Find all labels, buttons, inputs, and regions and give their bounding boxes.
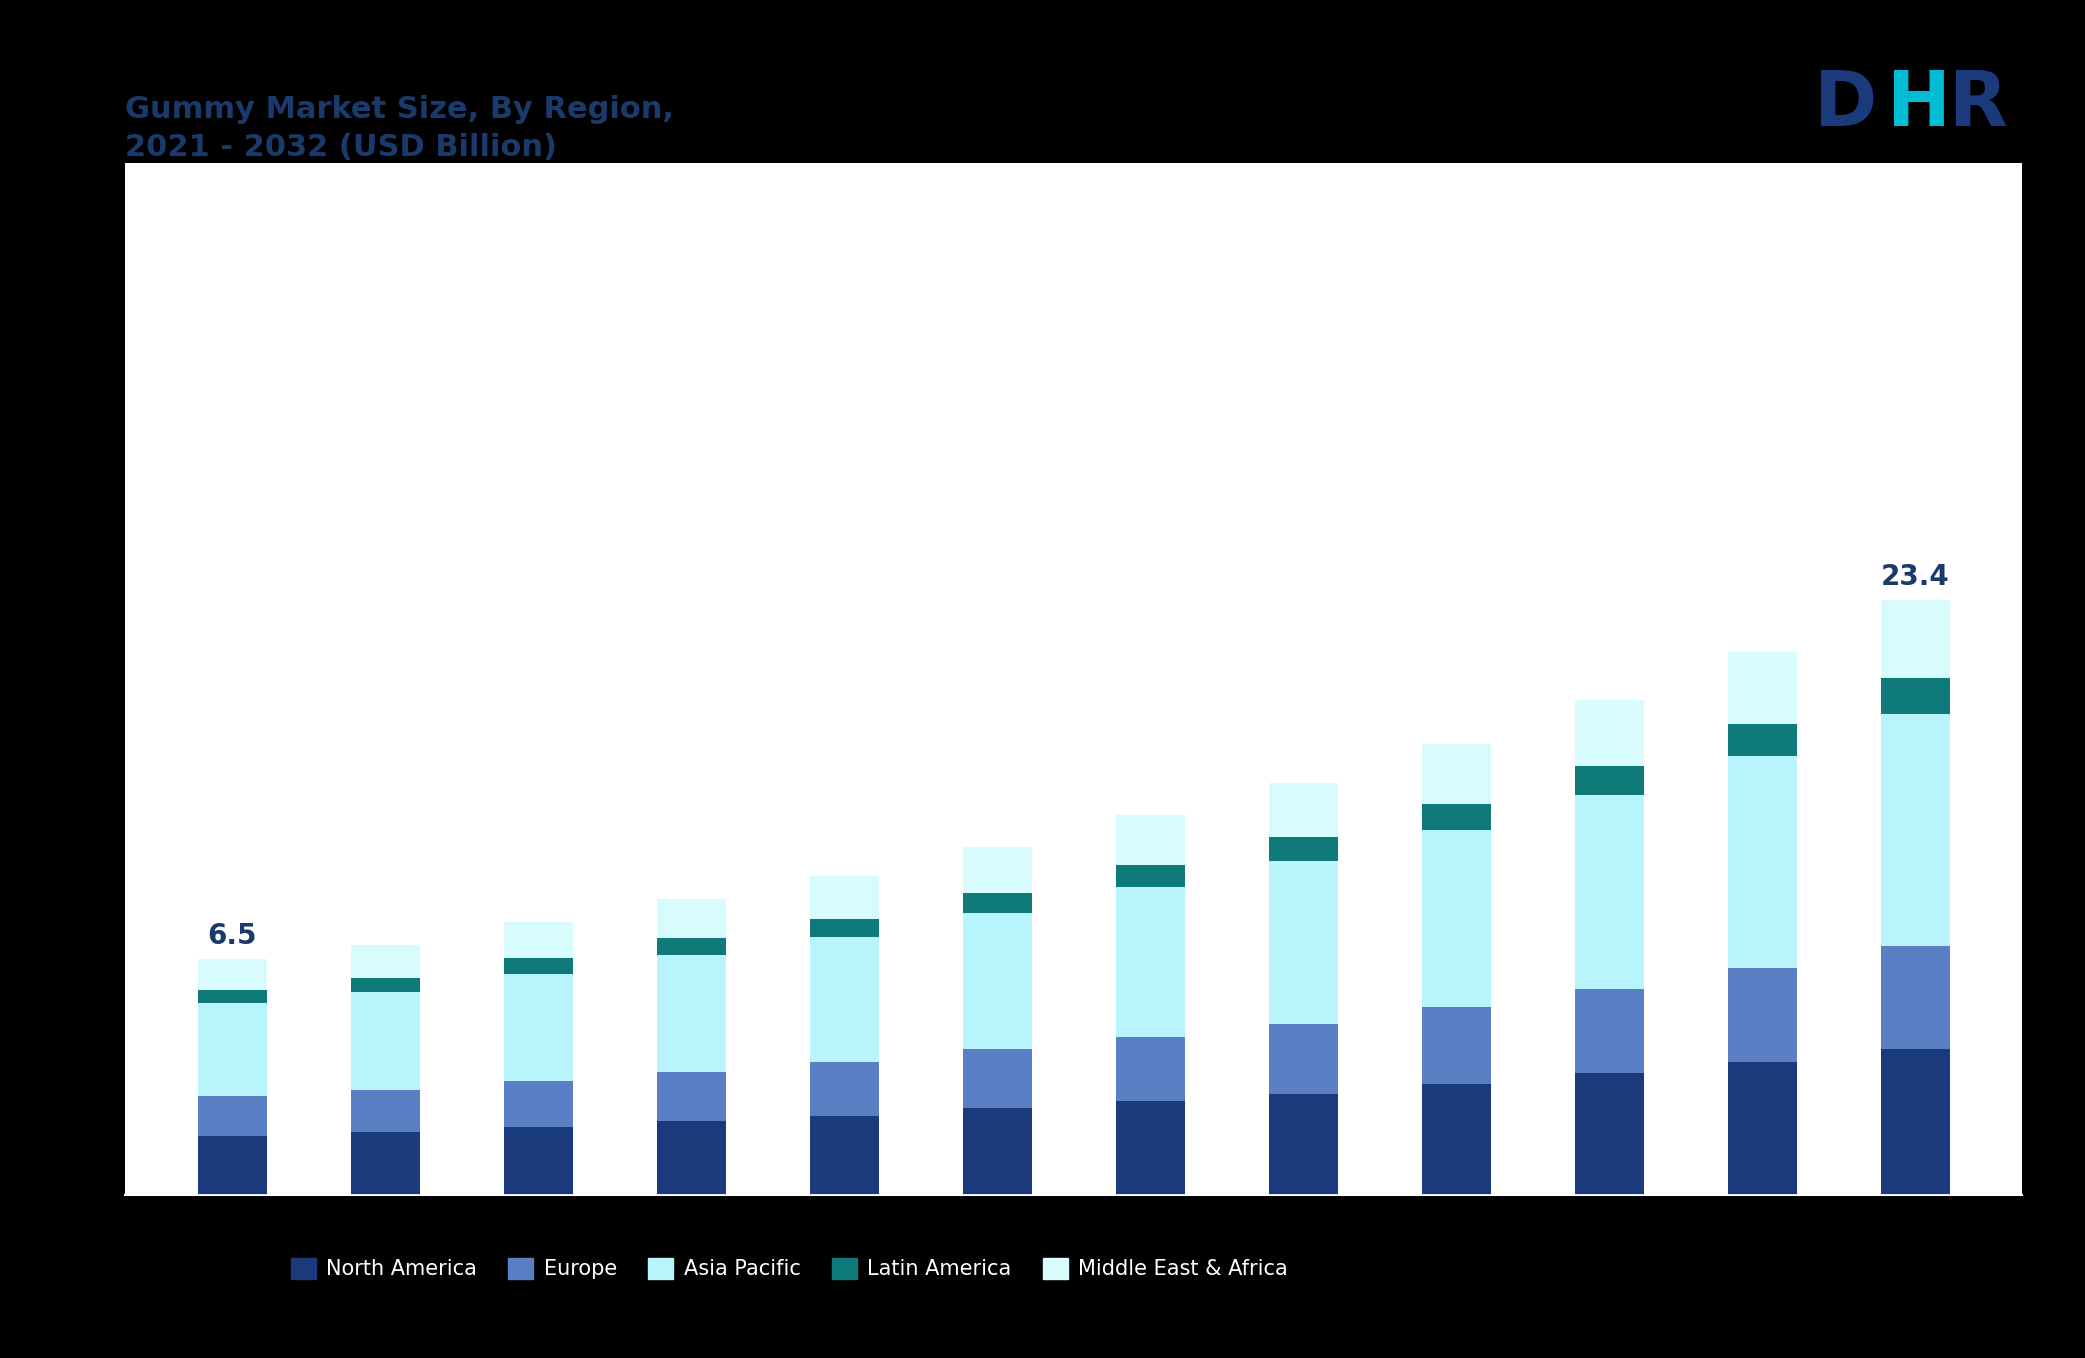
- Bar: [1115, 865, 1184, 887]
- Bar: [1574, 766, 1643, 796]
- Bar: [1881, 600, 1949, 678]
- Bar: [1270, 1093, 1339, 1195]
- Bar: [198, 1004, 267, 1096]
- Text: 23.4: 23.4: [1881, 562, 1949, 591]
- Bar: [350, 1090, 419, 1133]
- Bar: [657, 938, 726, 956]
- Text: H: H: [1887, 68, 1952, 141]
- Bar: [1574, 1073, 1643, 1195]
- Bar: [1270, 838, 1339, 861]
- Bar: [1270, 1024, 1339, 1093]
- Bar: [198, 1096, 267, 1137]
- Bar: [1115, 1036, 1184, 1101]
- Bar: [1270, 861, 1339, 1024]
- Text: D: D: [1814, 68, 1876, 141]
- Bar: [505, 974, 573, 1081]
- Bar: [657, 1071, 726, 1122]
- Bar: [1422, 1085, 1491, 1195]
- Bar: [1881, 678, 1949, 714]
- Bar: [809, 1062, 878, 1116]
- Bar: [1422, 744, 1491, 804]
- Text: 6.5: 6.5: [208, 922, 256, 951]
- Bar: [963, 1108, 1032, 1195]
- Bar: [505, 1081, 573, 1127]
- Bar: [1881, 714, 1949, 947]
- Bar: [657, 899, 726, 938]
- Bar: [505, 1127, 573, 1195]
- Bar: [198, 1137, 267, 1195]
- Bar: [350, 978, 419, 993]
- Bar: [809, 876, 878, 918]
- Bar: [1881, 947, 1949, 1050]
- Bar: [350, 1133, 419, 1195]
- Bar: [1574, 701, 1643, 766]
- Bar: [1422, 830, 1491, 1008]
- Bar: [1728, 724, 1797, 756]
- Bar: [350, 993, 419, 1090]
- Bar: [1728, 1062, 1797, 1195]
- Bar: [963, 892, 1032, 913]
- Bar: [1728, 756, 1797, 968]
- Bar: [1881, 1050, 1949, 1195]
- Bar: [1115, 1101, 1184, 1195]
- Bar: [809, 1116, 878, 1195]
- Bar: [505, 922, 573, 959]
- Bar: [809, 918, 878, 937]
- Bar: [963, 847, 1032, 892]
- Bar: [350, 945, 419, 978]
- Bar: [1422, 804, 1491, 830]
- Legend: North America, Europe, Asia Pacific, Latin America, Middle East & Africa: North America, Europe, Asia Pacific, Lat…: [281, 1249, 1297, 1287]
- Bar: [809, 937, 878, 1062]
- Text: Gummy Market Size, By Region,
2021 - 2032 (USD Billion): Gummy Market Size, By Region, 2021 - 203…: [125, 95, 673, 162]
- Bar: [1728, 652, 1797, 724]
- Bar: [198, 959, 267, 990]
- Bar: [1574, 796, 1643, 989]
- Bar: [1422, 1008, 1491, 1085]
- Bar: [963, 913, 1032, 1050]
- Bar: [963, 1050, 1032, 1108]
- Bar: [1270, 784, 1339, 838]
- Bar: [1574, 989, 1643, 1073]
- Text: R: R: [1949, 68, 2008, 141]
- Bar: [198, 990, 267, 1004]
- Bar: [657, 1122, 726, 1195]
- Bar: [657, 956, 726, 1071]
- Bar: [1115, 887, 1184, 1036]
- Bar: [1115, 815, 1184, 865]
- Bar: [1728, 968, 1797, 1062]
- Bar: [505, 959, 573, 974]
